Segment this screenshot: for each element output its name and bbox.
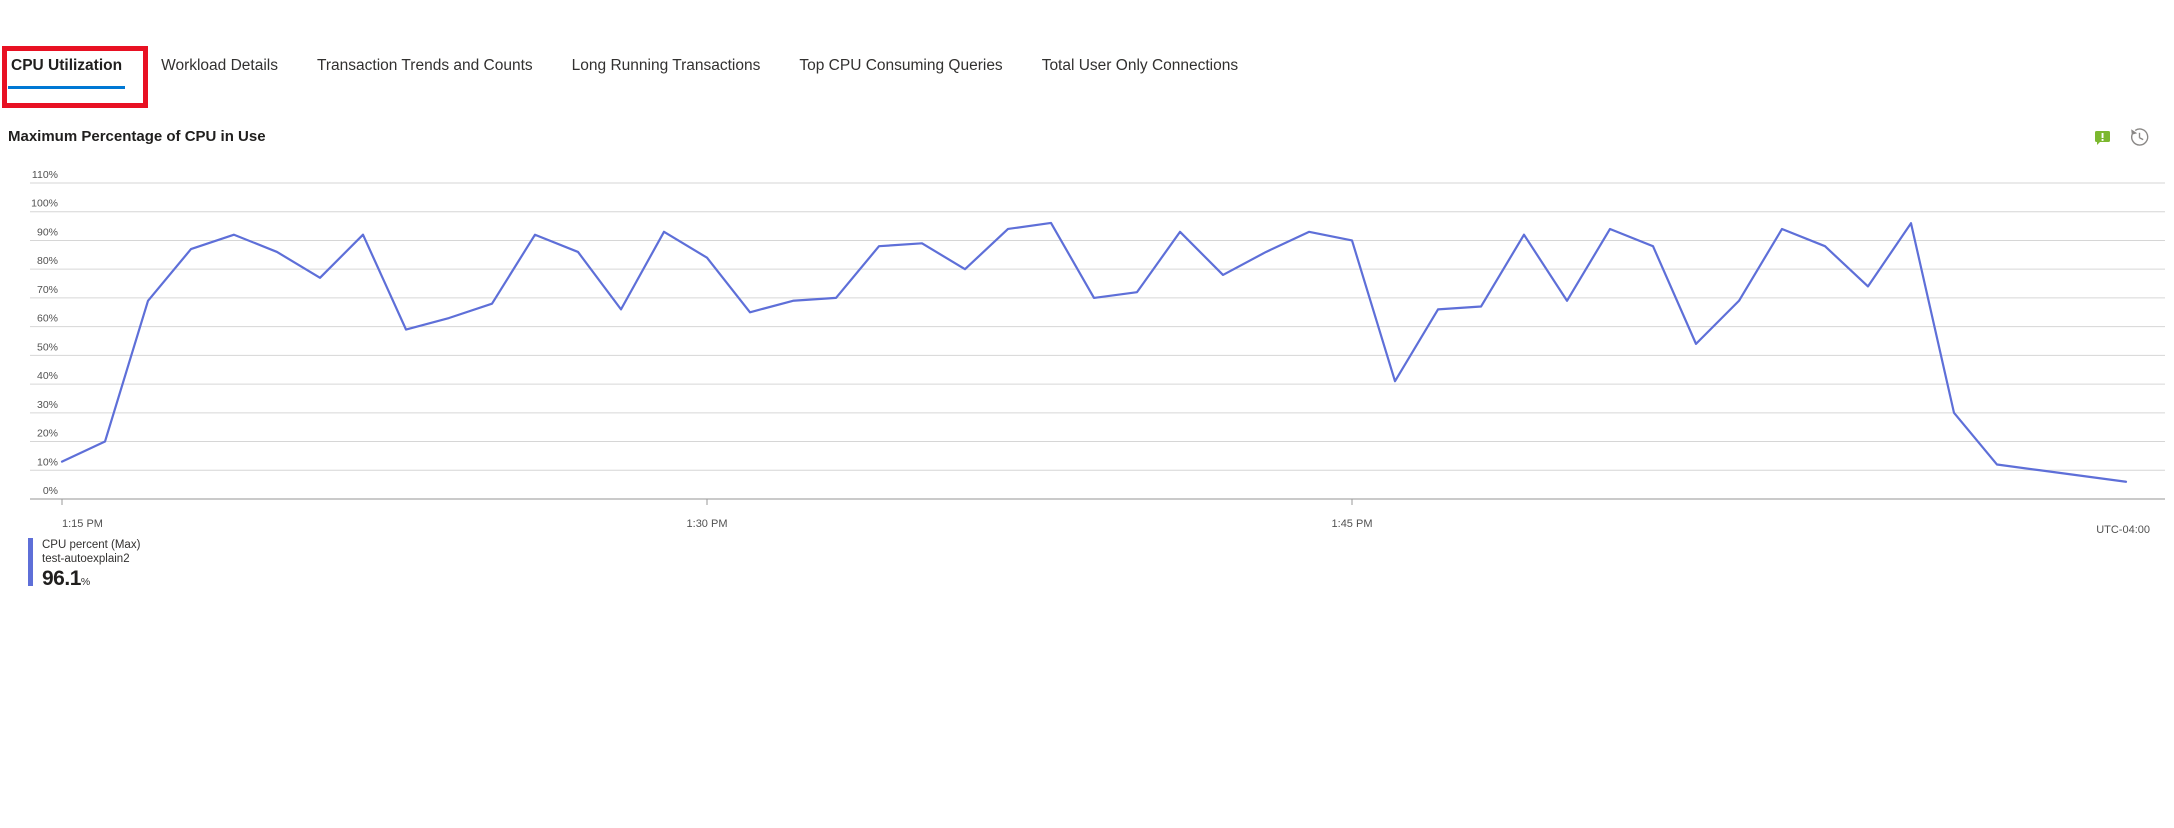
history-icon[interactable] [2128, 126, 2150, 148]
tab-cpu-utilization[interactable]: CPU Utilization [8, 45, 126, 89]
y-axis-label: 30% [37, 399, 58, 411]
y-axis-label: 90% [37, 226, 58, 238]
header-icons [2091, 126, 2150, 148]
tab-top-cpu-consuming-queries[interactable]: Top CPU Consuming Queries [799, 56, 1003, 74]
y-axis-label: 100% [31, 198, 58, 210]
legend-metric-name: CPU percent (Max) [42, 539, 141, 551]
x-axis-label: 1:15 PM [62, 518, 103, 530]
tab-long-running-transactions[interactable]: Long Running Transactions [571, 56, 761, 74]
y-axis-label: 10% [37, 456, 58, 468]
y-axis-label: 70% [37, 284, 58, 296]
tab-transaction-trends-and-counts[interactable]: Transaction Trends and Counts [316, 56, 533, 74]
y-axis-label: 50% [37, 341, 58, 353]
tab-bar: CPU Utilization Workload Details Transac… [8, 45, 1241, 89]
y-axis-label: 60% [37, 313, 58, 325]
legend-value-number: 96.1 [42, 567, 81, 590]
legend-value-unit: % [80, 576, 91, 588]
feedback-icon[interactable] [2091, 126, 2113, 148]
chart-legend[interactable]: CPU percent (Max) test-autoexplain2 96.1… [28, 538, 140, 591]
tab-total-user-only-connections[interactable]: Total User Only Connections [1041, 56, 1239, 74]
y-axis-label: 20% [37, 428, 58, 440]
y-axis-label: 110% [32, 169, 58, 181]
legend-resource-name: test-autoexplain2 [42, 553, 130, 565]
tab-workload-details[interactable]: Workload Details [161, 56, 278, 74]
y-axis-label: 40% [37, 370, 58, 382]
legend-max-value: 96.1% [42, 567, 140, 591]
chart-title: Maximum Percentage of CPU in Use [8, 128, 266, 145]
cpu-percent-line [60, 221, 2128, 483]
legend-color-bar [28, 538, 33, 586]
y-axis-label: 80% [37, 255, 58, 267]
timezone-label: UTC-04:00 [2096, 524, 2150, 536]
x-axis-label: 1:30 PM [687, 518, 728, 530]
x-axis-label: 1:45 PM [1332, 518, 1373, 530]
cpu-utilization-chart: 0% 10% 20% 30% 40% 50% 60% 70% 80% 90% 100% 110% 1:1… [30, 169, 2165, 536]
y-axis-label: 0% [43, 485, 58, 497]
